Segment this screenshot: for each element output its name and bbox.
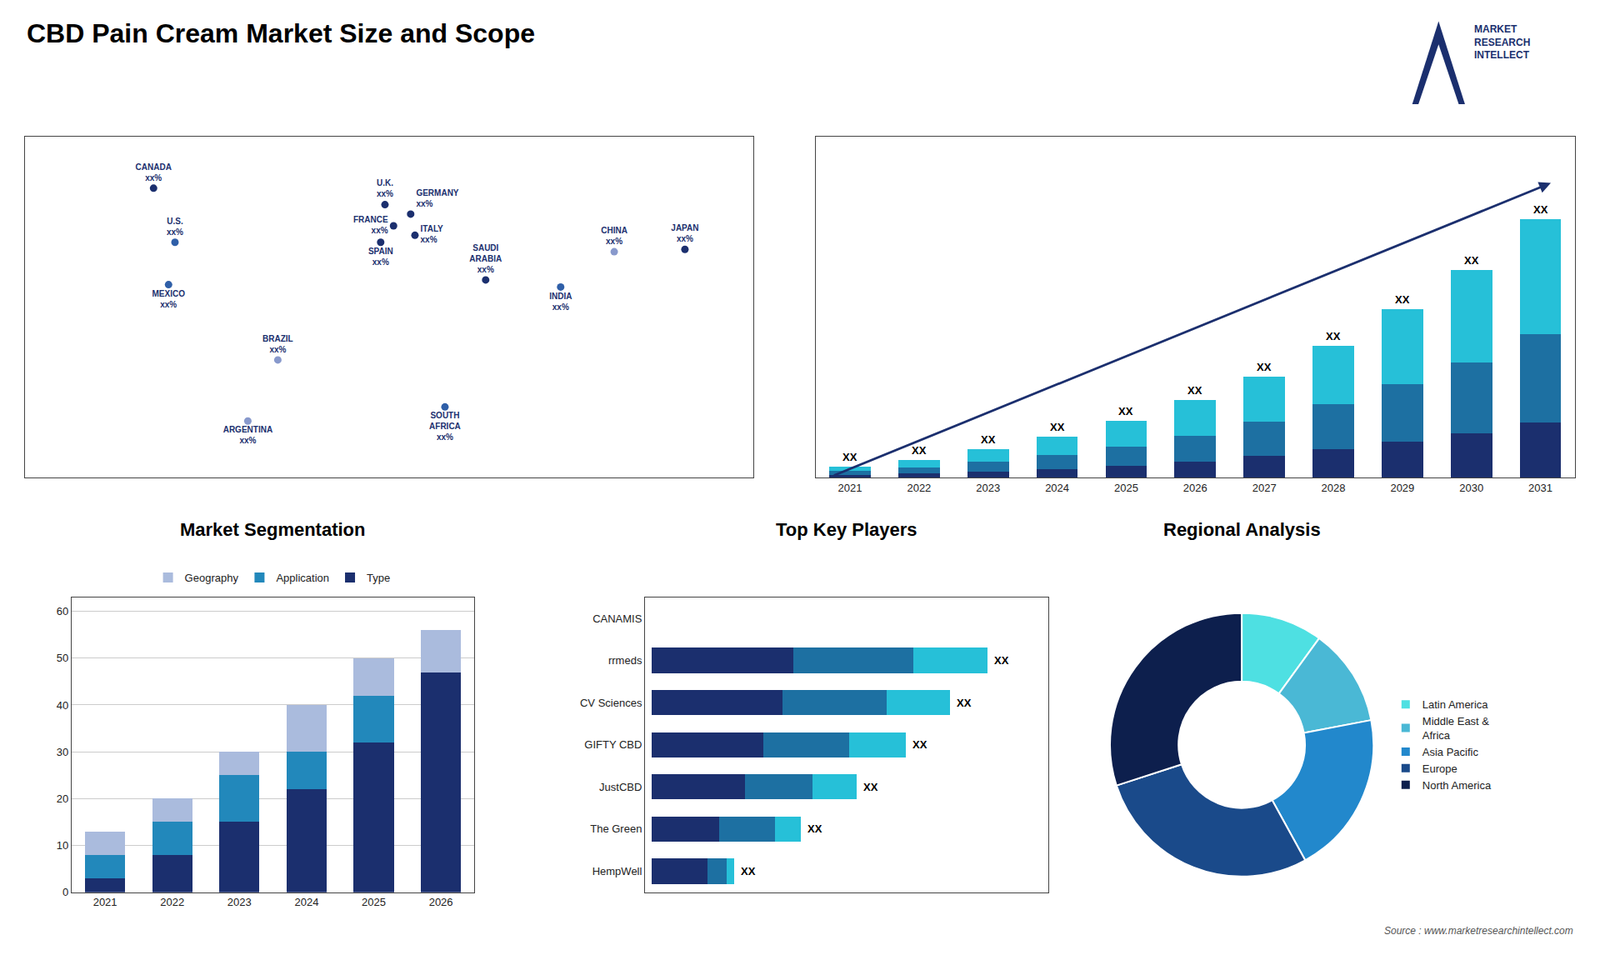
svg-text:30: 30 (56, 745, 69, 759)
svg-text:Asia Pacific: Asia Pacific (1422, 745, 1480, 759)
svg-text:GIFTY CBD: GIFTY CBD (584, 738, 642, 751)
svg-text:2027: 2027 (1252, 481, 1277, 495)
svg-text:XX: XX (911, 444, 927, 457)
svg-text:XX: XX (807, 822, 823, 835)
svg-text:Regional Analysis: Regional Analysis (1163, 519, 1321, 540)
svg-text:2030: 2030 (1459, 481, 1484, 495)
svg-text:CANADAxx%: CANADAxx% (135, 162, 172, 183)
svg-text:XX: XX (980, 433, 996, 446)
svg-text:XX: XX (863, 780, 879, 794)
svg-text:Application: Application (275, 571, 330, 585)
svg-text:ITALYxx%: ITALYxx% (420, 224, 445, 245)
svg-text:2031: 2031 (1528, 481, 1553, 495)
svg-text:XX: XX (956, 696, 972, 710)
svg-text:XX: XX (1050, 420, 1065, 434)
svg-text:2024: 2024 (294, 895, 319, 909)
svg-text:SOUTHAFRICAxx%: SOUTHAFRICAxx% (429, 410, 461, 442)
svg-text:Type: Type (366, 571, 390, 585)
svg-text:XX: XX (1118, 405, 1134, 418)
svg-text:40: 40 (56, 699, 69, 712)
svg-text:XX: XX (1464, 254, 1480, 267)
svg-text:MARKETRESEARCHINTELLECT: MARKETRESEARCHINTELLECT (1474, 23, 1530, 61)
svg-text:50: 50 (56, 651, 69, 665)
svg-text:Middle East &Africa: Middle East &Africa (1422, 715, 1490, 742)
svg-text:North America: North America (1422, 779, 1492, 792)
svg-text:2026: 2026 (1183, 481, 1208, 495)
svg-text:2023: 2023 (227, 895, 252, 909)
svg-text:2022: 2022 (160, 895, 185, 909)
svg-text:BRAZILxx%: BRAZILxx% (262, 334, 294, 355)
svg-text:XX: XX (1256, 360, 1272, 374)
svg-text:XX: XX (912, 738, 928, 751)
svg-text:ARGENTINAxx%: ARGENTINAxx% (223, 425, 273, 445)
svg-text:XX: XX (842, 450, 858, 464)
svg-text:CV Sciences: CV Sciences (580, 696, 643, 710)
svg-text:0: 0 (62, 885, 69, 899)
svg-text:10: 10 (56, 839, 69, 852)
svg-text:Source : www.marketresearchint: Source : www.marketresearchintellect.com (1384, 925, 1574, 937)
svg-text:2021: 2021 (838, 481, 863, 495)
svg-text:60: 60 (56, 605, 69, 618)
svg-text:2025: 2025 (361, 895, 386, 909)
svg-text:SAUDIARABIAxx%: SAUDIARABIAxx% (469, 243, 502, 275)
svg-text:2026: 2026 (429, 895, 454, 909)
svg-text:XX: XX (1533, 203, 1549, 216)
svg-text:2029: 2029 (1390, 481, 1415, 495)
svg-text:CANAMIS: CANAMIS (592, 612, 643, 625)
svg-text:JustCBD: JustCBD (599, 780, 642, 794)
svg-text:2023: 2023 (975, 481, 1000, 495)
svg-text:Latin America: Latin America (1422, 698, 1490, 711)
svg-text:Top Key Players: Top Key Players (775, 519, 918, 540)
svg-text:U.K.xx%: U.K.xx% (376, 178, 394, 199)
svg-text:20: 20 (56, 792, 69, 805)
svg-text:U.S.xx%: U.S.xx% (166, 216, 184, 237)
svg-text:XX: XX (740, 865, 756, 878)
svg-text:SPAINxx%: SPAINxx% (368, 246, 394, 267)
svg-text:XX: XX (1325, 330, 1341, 343)
svg-text:XX: XX (1187, 384, 1203, 397)
svg-text:INDIAxx%: INDIAxx% (549, 291, 572, 312)
svg-text:Europe: Europe (1422, 762, 1458, 775)
svg-text:The Green: The Green (590, 822, 642, 835)
svg-text:CBD Pain Cream Market Size and: CBD Pain Cream Market Size and Scope (26, 18, 535, 49)
svg-text:2024: 2024 (1045, 481, 1070, 495)
svg-text:2025: 2025 (1114, 481, 1139, 495)
svg-text:XX: XX (1395, 293, 1410, 306)
svg-text:Geography: Geography (185, 571, 240, 585)
svg-text:2028: 2028 (1321, 481, 1346, 495)
svg-text:HempWell: HempWell (592, 865, 643, 878)
svg-text:MEXICOxx%: MEXICOxx% (152, 289, 186, 310)
svg-text:rrmeds: rrmeds (608, 654, 643, 667)
svg-text:Market Segmentation: Market Segmentation (180, 519, 366, 540)
svg-text:GERMANYxx%: GERMANYxx% (415, 188, 459, 209)
svg-text:FRANCExx%: FRANCExx% (353, 215, 389, 235)
svg-text:JAPANxx%: JAPANxx% (670, 223, 699, 244)
svg-text:CHINAxx%: CHINAxx% (600, 225, 628, 246)
svg-text:2021: 2021 (93, 895, 118, 909)
svg-text:XX: XX (994, 654, 1010, 667)
svg-text:2022: 2022 (906, 481, 931, 495)
